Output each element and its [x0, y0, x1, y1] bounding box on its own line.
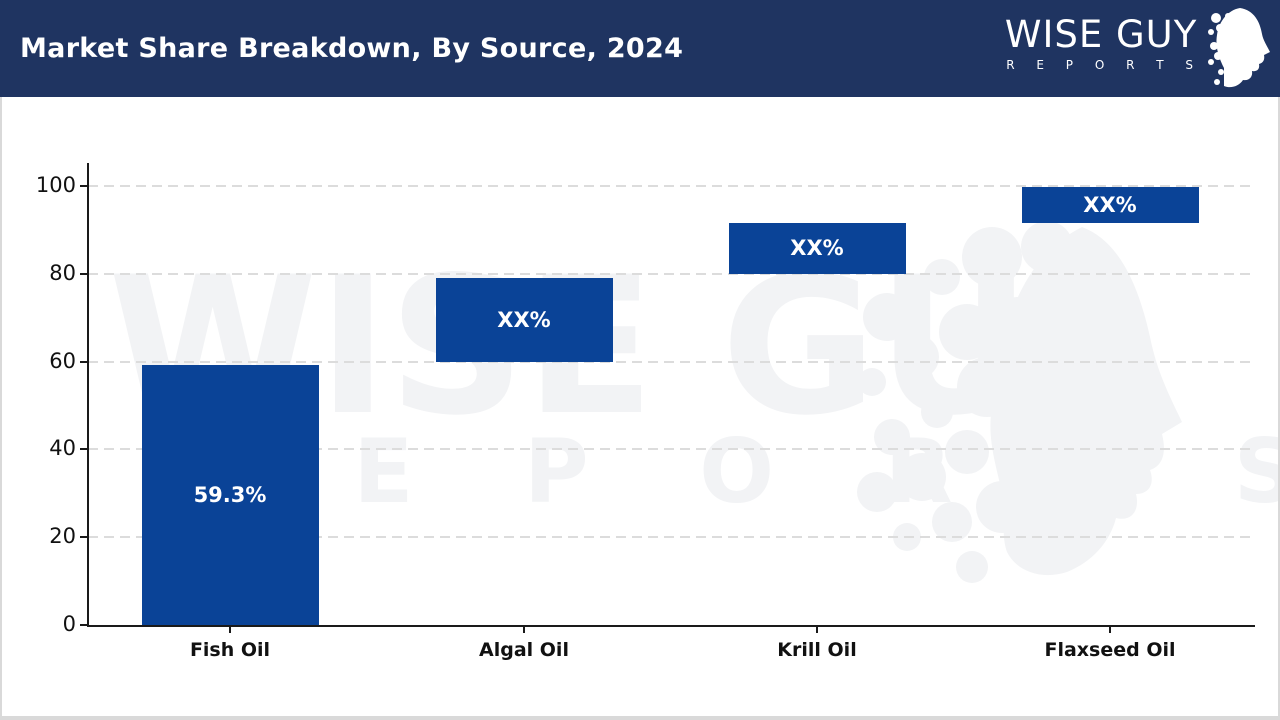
x-axis-label-1: Algal Oil — [479, 639, 569, 661]
y-axis-label-100: 100 — [35, 173, 76, 197]
brand-name: WISE GUY — [1004, 13, 1198, 56]
gridline-y-60 — [88, 360, 1255, 363]
brand-tagline: R E P O R T S — [1006, 57, 1202, 72]
y-axis-tick-40 — [80, 448, 88, 451]
y-axis-tick-0 — [80, 624, 88, 626]
y-axis-tick-100 — [80, 185, 88, 187]
bar-value-label: XX% — [790, 236, 844, 261]
frame-border-right — [1278, 97, 1280, 720]
bar-value-label: XX% — [497, 307, 551, 332]
y-axis-label-0: 0 — [62, 612, 76, 636]
x-axis-tick-2 — [816, 625, 818, 633]
y-axis-label-80: 80 — [49, 260, 76, 285]
page-title: Market Share Breakdown, By Source, 2024 — [20, 33, 684, 64]
y-axis-spine — [87, 163, 89, 627]
y-axis-label-60: 60 — [49, 348, 76, 373]
x-axis-label-3: Flaxseed Oil — [1044, 639, 1176, 661]
bar-flaxseed-oil: XX% — [1021, 186, 1199, 223]
frame-border-left — [0, 97, 2, 720]
gridline-y-100 — [88, 185, 1255, 187]
x-axis-label-2: Krill Oil — [777, 639, 857, 661]
frame-border-bottom — [0, 716, 1280, 720]
y-axis-label-40: 40 — [49, 436, 76, 461]
bar-fish-oil: 59.3% — [141, 364, 319, 625]
x-axis-tick-3 — [1109, 625, 1111, 633]
x-axis-tick-0 — [229, 625, 231, 633]
x-axis-label-0: Fish Oil — [189, 639, 271, 661]
gridline-y-80 — [88, 272, 1255, 275]
bar-krill-oil: XX% — [728, 222, 906, 274]
y-axis-tick-80 — [80, 272, 88, 275]
x-axis-tick-1 — [523, 625, 525, 633]
logo-head-icon — [1208, 8, 1270, 88]
bar-value-label: 59.3% — [193, 482, 267, 507]
gridline-y-40 — [88, 448, 1255, 451]
brand-logo: WISE GUY R E P O R T S — [1000, 13, 1202, 72]
header-band: Market Share Breakdown, By Source, 2024 … — [0, 0, 1280, 97]
gridline-y-20 — [88, 536, 1255, 539]
bar-value-label: XX% — [1083, 192, 1137, 217]
y-axis-tick-20 — [80, 536, 88, 539]
y-axis-tick-60 — [80, 360, 88, 363]
watermark-head-icon — [857, 222, 1182, 583]
y-axis-label-20: 20 — [49, 524, 76, 549]
x-axis-spine — [87, 625, 1255, 627]
bar-algal-oil: XX% — [435, 277, 613, 363]
